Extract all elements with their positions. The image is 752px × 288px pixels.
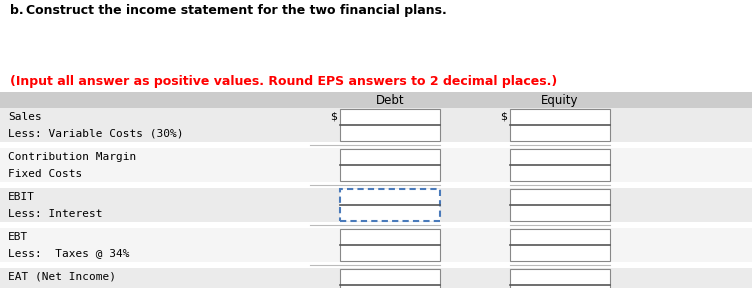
Bar (340, 109, 440, 141)
Bar (0, 92, 752, 108)
Bar (340, 189, 440, 221)
Text: Less: Variable Costs (30%): Less: Variable Costs (30%) (8, 129, 183, 139)
Text: EAT (Net Income): EAT (Net Income) (8, 272, 116, 281)
Text: Contribution Margin: Contribution Margin (8, 151, 136, 162)
Text: $: $ (330, 112, 337, 122)
Bar (510, 109, 610, 141)
Text: (Input all answer as positive values. Round EPS answers to 2 decimal places.): (Input all answer as positive values. Ro… (10, 75, 557, 88)
Text: EBIT: EBIT (8, 192, 35, 202)
Bar (510, 229, 610, 261)
Bar (0, 228, 752, 262)
Text: b.: b. (10, 4, 23, 17)
Text: Less: Interest: Less: Interest (8, 209, 102, 219)
Bar (340, 229, 440, 261)
Bar (0, 268, 752, 288)
Bar (0, 108, 752, 142)
Text: EBT: EBT (8, 232, 29, 242)
Text: Construct the income statement for the two financial plans.: Construct the income statement for the t… (26, 4, 451, 17)
Text: Sales: Sales (8, 112, 42, 122)
Bar (0, 148, 752, 182)
Bar (0, 188, 752, 222)
Text: Equity: Equity (541, 94, 579, 107)
Bar (340, 149, 440, 181)
Text: Less:  Taxes @ 34%: Less: Taxes @ 34% (8, 249, 129, 259)
Bar (340, 269, 440, 288)
Bar (510, 149, 610, 181)
Bar (510, 189, 610, 221)
Text: Fixed Costs: Fixed Costs (8, 168, 82, 179)
Text: Debt: Debt (376, 94, 405, 107)
Bar (510, 269, 610, 288)
Text: $: $ (500, 112, 507, 122)
